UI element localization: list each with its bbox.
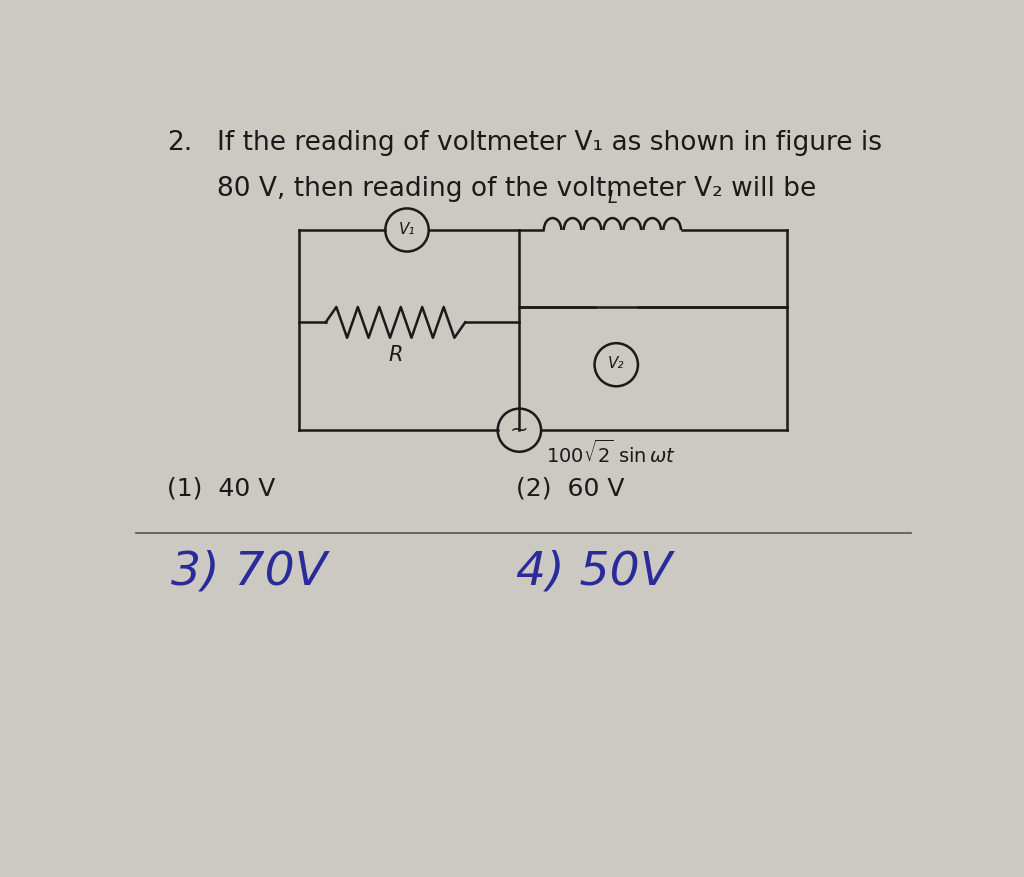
Text: 2.: 2. bbox=[167, 130, 193, 156]
Text: If the reading of voltmeter V₁ as shown in figure is: If the reading of voltmeter V₁ as shown … bbox=[217, 130, 882, 156]
Text: 3) 70V: 3) 70V bbox=[171, 550, 327, 595]
Text: $100\sqrt{2}\ \sin\omega t$: $100\sqrt{2}\ \sin\omega t$ bbox=[547, 439, 677, 467]
Text: 4) 50V: 4) 50V bbox=[515, 550, 672, 595]
Text: R: R bbox=[388, 346, 402, 366]
Text: (2)  60 V: (2) 60 V bbox=[515, 476, 624, 501]
Text: V₁: V₁ bbox=[398, 222, 416, 237]
Text: (1)  40 V: (1) 40 V bbox=[167, 476, 275, 501]
Text: 80 V, then reading of the voltmeter V₂ will be: 80 V, then reading of the voltmeter V₂ w… bbox=[217, 176, 816, 202]
Text: V₂: V₂ bbox=[608, 356, 625, 372]
Text: L: L bbox=[607, 189, 617, 207]
Text: ~: ~ bbox=[510, 419, 528, 439]
